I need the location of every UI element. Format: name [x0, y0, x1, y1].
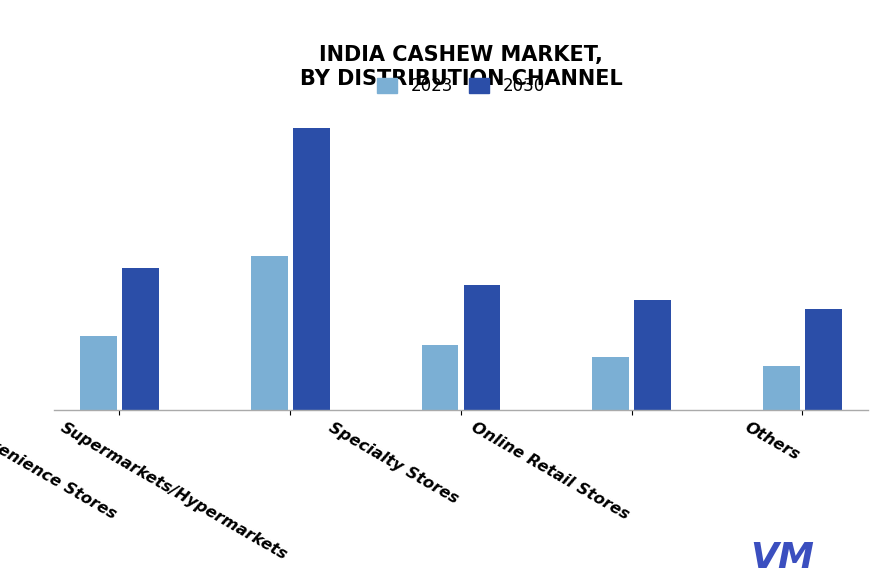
Bar: [122, 268, 158, 410]
Bar: [292, 128, 329, 410]
Bar: [592, 357, 628, 410]
Bar: [634, 300, 670, 410]
Title: INDIA CASHEW MARKET,
BY DISTRIBUTION CHANNEL: INDIA CASHEW MARKET, BY DISTRIBUTION CHA…: [299, 46, 621, 88]
Bar: [80, 336, 116, 410]
Bar: [421, 345, 458, 410]
Bar: [763, 366, 799, 410]
Bar: [250, 255, 287, 410]
Bar: [805, 309, 841, 410]
Legend: 2023, 2030: 2023, 2030: [376, 77, 544, 96]
Text: VM: VM: [749, 541, 814, 575]
Bar: [463, 285, 500, 410]
